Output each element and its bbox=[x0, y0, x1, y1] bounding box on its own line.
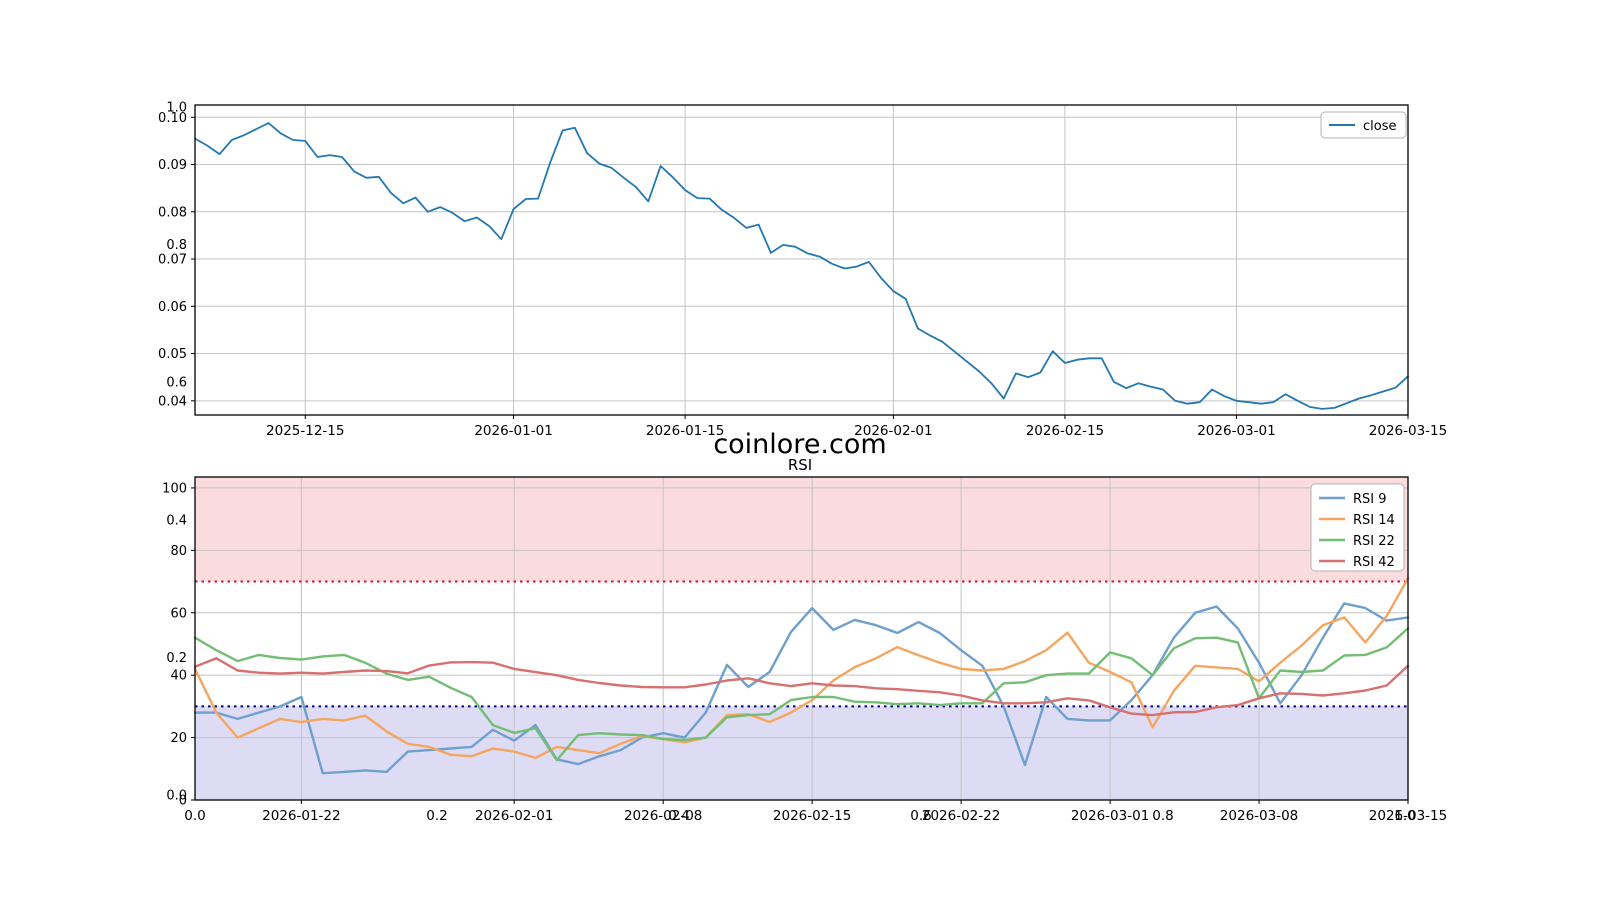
overlay-xtick-label: 0.4 bbox=[668, 808, 689, 824]
overlay-ytick-label: 0.4 bbox=[166, 513, 187, 528]
overlay-ytick-label: 0.2 bbox=[166, 651, 187, 666]
price-ytick-label: 0.09 bbox=[158, 158, 187, 173]
price-xtick-label: 2026-03-01 bbox=[1197, 423, 1275, 439]
price-ytick-label: 0.07 bbox=[158, 253, 187, 268]
watermark: coinlore.com bbox=[713, 429, 886, 460]
rsi-xtick-label: 2026-02-15 bbox=[773, 808, 851, 824]
overlay-xtick-label: 0.0 bbox=[184, 808, 205, 824]
tick-marks-and-labels: 0.04 0.05 0.06 0.07 0.08 0.09 0.10 2025-12-15 20… bbox=[158, 101, 1447, 825]
rsi-xtick-label: 2026-03-15 bbox=[1369, 808, 1447, 824]
overlay-xtick-label: 0.8 bbox=[1152, 808, 1173, 824]
rsi-ytick-label: 0 bbox=[179, 794, 187, 809]
price-ytick-label: 0.06 bbox=[158, 300, 187, 315]
rsi-14-line bbox=[193, 577, 1410, 760]
price-legend: close bbox=[1320, 111, 1407, 139]
price-ytick-label: 0.05 bbox=[158, 347, 187, 362]
price-ytick-label: 0.04 bbox=[158, 394, 187, 409]
overlay-ytick-label: 0.0 bbox=[166, 789, 187, 804]
price-xtick-label: 2026-03-15 bbox=[1369, 423, 1447, 439]
rsi-legend: RSI 9 RSI 14 RSI 22 RSI 42 bbox=[1310, 483, 1405, 572]
price-ytick-label: 0.10 bbox=[158, 111, 187, 126]
price-chart-frame bbox=[194, 104, 1409, 416]
rsi-22-line bbox=[193, 627, 1410, 762]
data-series-lines bbox=[193, 122, 1410, 775]
rsi-ytick-label: 80 bbox=[170, 544, 187, 559]
rsi-ytick-label: 60 bbox=[170, 606, 187, 621]
rsi-legend-rsi42-label: RSI 42 bbox=[1353, 555, 1395, 570]
rsi-legend-box bbox=[1310, 483, 1405, 572]
rsi-xtick-label: 2026-02-22 bbox=[922, 808, 1000, 824]
price-legend-box bbox=[1320, 111, 1407, 139]
overbought-band bbox=[195, 477, 1408, 582]
rsi-chart-frame bbox=[194, 476, 1409, 801]
price-xtick-label: 2025-12-15 bbox=[266, 423, 344, 439]
rsi-legend-rsi9-label: RSI 9 bbox=[1353, 492, 1387, 507]
rsi-title: RSI bbox=[788, 456, 812, 474]
price-xtick-label: 2026-02-15 bbox=[1026, 423, 1104, 439]
price-ytick-label: 0.08 bbox=[158, 205, 187, 220]
overlay-xtick-label: 0.2 bbox=[426, 808, 447, 824]
rsi-9-line bbox=[193, 602, 1410, 775]
rsi-xtick-label: 2026-02-08 bbox=[624, 808, 702, 824]
price-xtick-label: 2026-01-01 bbox=[474, 423, 552, 439]
price-xtick-label: 2026-01-15 bbox=[646, 423, 724, 439]
overlay-xtick-label: 1.0 bbox=[1394, 808, 1415, 824]
oversold-band bbox=[195, 706, 1408, 800]
close-line bbox=[194, 122, 1409, 410]
rsi-legend-rsi14-label: RSI 14 bbox=[1353, 513, 1395, 528]
price-legend-close-label: close bbox=[1363, 119, 1396, 134]
overlay-ytick-label: 0.6 bbox=[166, 376, 187, 391]
price-xtick-label: 2026-02-01 bbox=[854, 423, 932, 439]
rsi-42-line bbox=[193, 657, 1410, 717]
overlay-ytick-label: 0.8 bbox=[166, 238, 187, 253]
rsi-ytick-label: 100 bbox=[162, 481, 187, 496]
rsi-threshold-bands bbox=[195, 477, 1408, 800]
rsi-xtick-label: 2026-03-08 bbox=[1220, 808, 1298, 824]
overlay-xtick-label: 0.6 bbox=[910, 808, 931, 824]
rsi-xtick-label: 2026-01-22 bbox=[262, 808, 340, 824]
overlay-ytick-label: 1.0 bbox=[166, 101, 187, 116]
rsi-legend-rsi22-label: RSI 22 bbox=[1353, 534, 1395, 549]
rsi-threshold-lines bbox=[195, 580, 1408, 708]
rsi-ytick-label: 20 bbox=[170, 731, 187, 746]
rsi-xtick-label: 2026-02-01 bbox=[475, 808, 553, 824]
rsi-xtick-label: 2026-03-01 bbox=[1071, 808, 1149, 824]
rsi-ytick-label: 40 bbox=[170, 669, 187, 684]
